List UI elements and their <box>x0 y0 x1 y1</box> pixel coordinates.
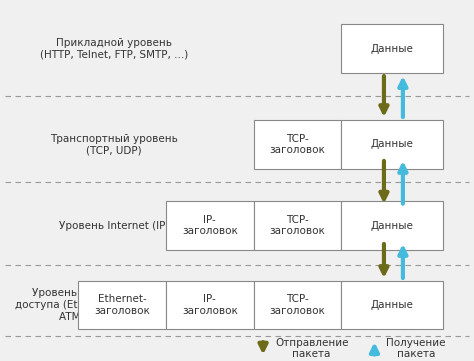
Bar <box>254 281 341 329</box>
Bar <box>254 201 341 250</box>
Bar <box>341 25 443 73</box>
Text: TCP-
заголовок: TCP- заголовок <box>270 215 325 236</box>
Bar <box>166 201 254 250</box>
Bar <box>254 120 341 169</box>
Bar <box>341 201 443 250</box>
Text: TCP-
заголовок: TCP- заголовок <box>270 294 325 316</box>
Text: Получение
пакета: Получение пакета <box>386 338 446 359</box>
Text: Отправление
пакета: Отправление пакета <box>275 338 348 359</box>
Text: Данные: Данные <box>371 221 414 231</box>
Bar <box>166 281 254 329</box>
Text: Данные: Данные <box>371 300 414 310</box>
Bar <box>341 120 443 169</box>
Bar <box>341 281 443 329</box>
Text: Транспортный уровень
(TCP, UDP): Транспортный уровень (TCP, UDP) <box>50 134 178 155</box>
Text: Уровень сетевого
доступа (Ethernet, FDDI,
ATM, ...): Уровень сетевого доступа (Ethernet, FDDI… <box>15 288 146 322</box>
Text: TCP-
заголовок: TCP- заголовок <box>270 134 325 155</box>
Text: IP-
заголовок: IP- заголовок <box>182 215 237 236</box>
Text: Данные: Данные <box>371 139 414 149</box>
Text: Уровень Internet (IP): Уровень Internet (IP) <box>59 221 169 231</box>
Bar <box>78 281 166 329</box>
Text: Ethernet-
заголовок: Ethernet- заголовок <box>94 294 150 316</box>
Text: Прикладной уровень
(HTTP, Telnet, FTP, SMTP, ...): Прикладной уровень (HTTP, Telnet, FTP, S… <box>40 38 188 60</box>
Text: Данные: Данные <box>371 44 414 54</box>
Text: IP-
заголовок: IP- заголовок <box>182 294 237 316</box>
